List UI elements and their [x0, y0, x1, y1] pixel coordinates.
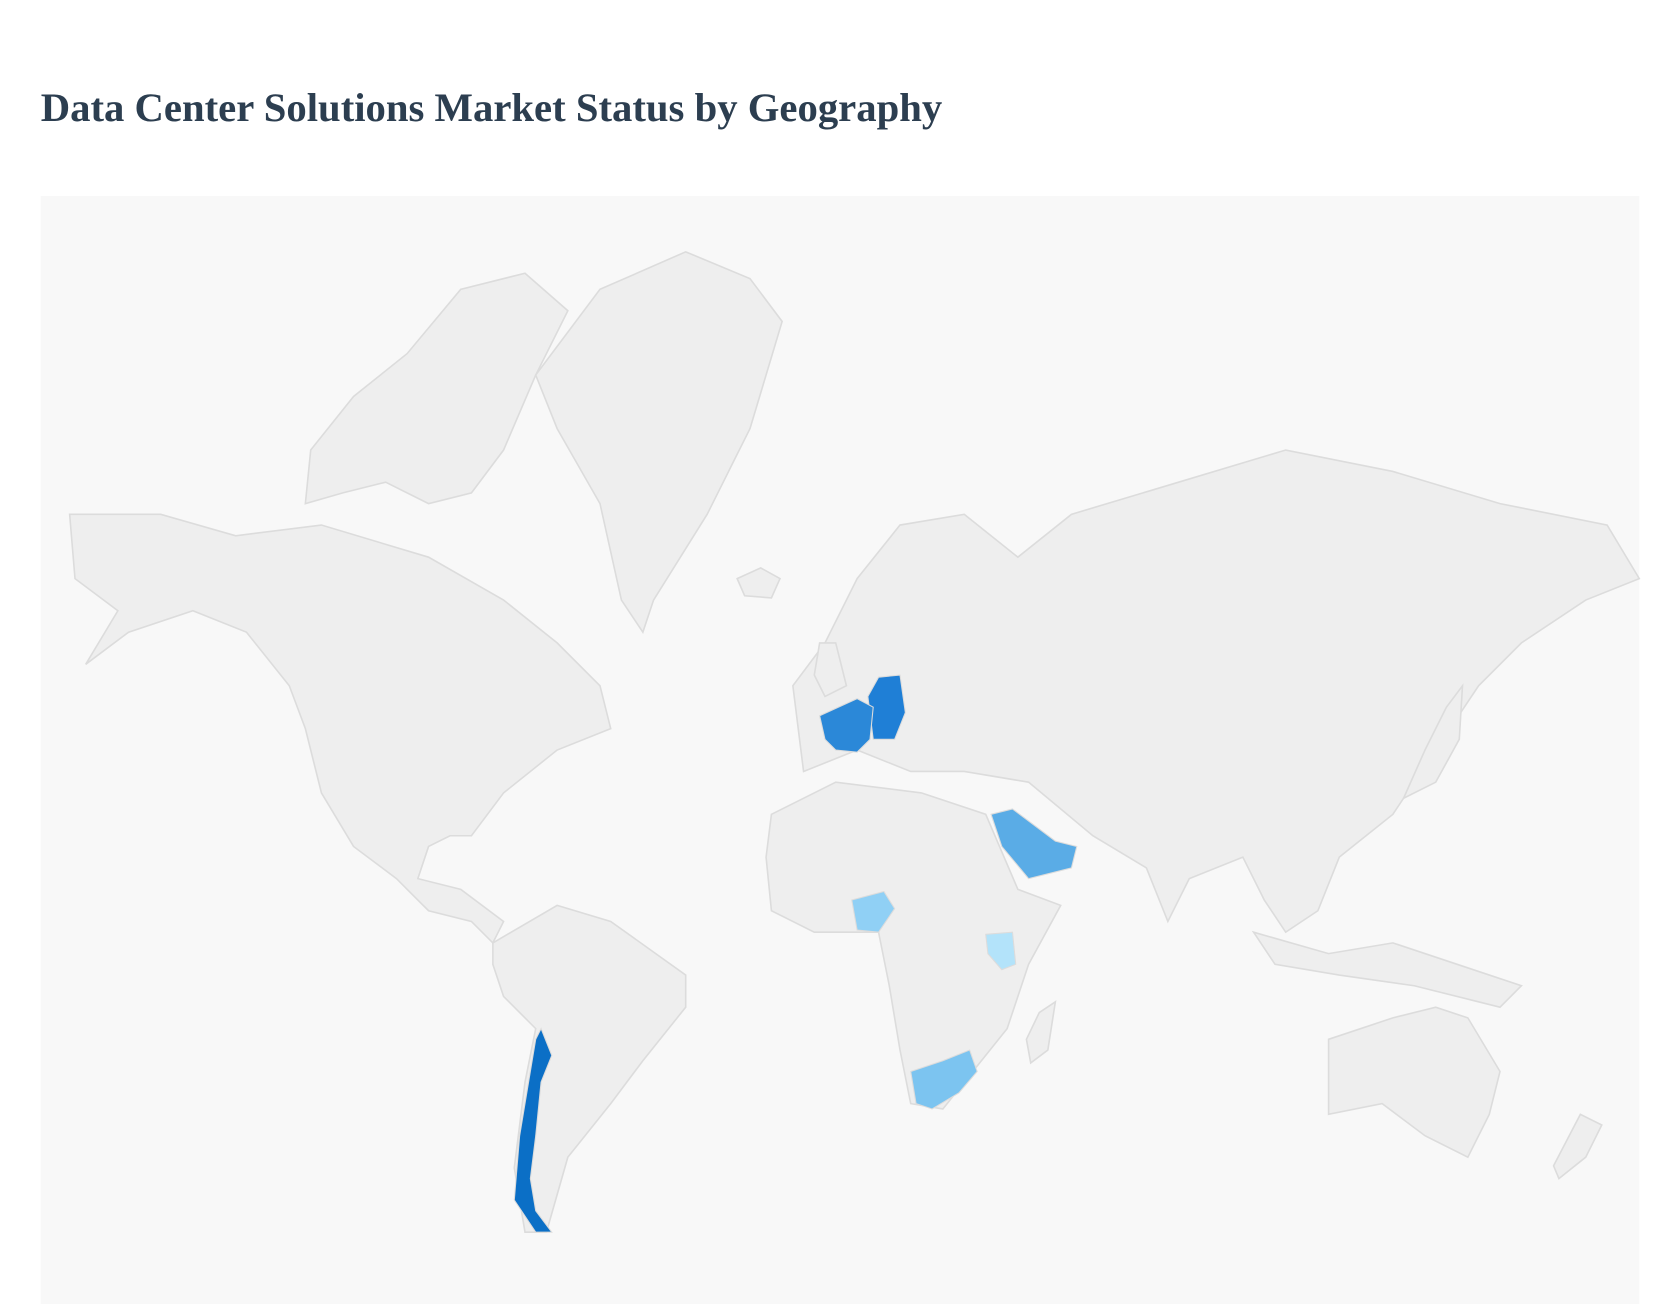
saudi-arabia	[990, 808, 1078, 880]
japan	[1401, 683, 1464, 800]
iceland	[736, 566, 782, 599]
uk	[813, 642, 848, 698]
australia	[1327, 1006, 1501, 1159]
north-america	[68, 513, 612, 945]
new-zealand	[1552, 1113, 1603, 1180]
indonesia	[1251, 930, 1523, 1009]
france	[819, 698, 874, 753]
chile	[513, 1027, 553, 1233]
world-map	[68, 250, 1641, 1233]
highlighted-countries	[513, 674, 1078, 1233]
kenya	[985, 931, 1017, 971]
page-title: Data Center Solutions Market Status by G…	[41, 85, 943, 130]
south-america	[492, 904, 687, 1233]
south-africa	[910, 1049, 978, 1110]
germany	[867, 674, 906, 740]
madagascar	[1025, 1000, 1057, 1065]
nigeria	[851, 890, 896, 933]
greenland	[534, 250, 784, 634]
arctic-islands	[304, 272, 569, 505]
